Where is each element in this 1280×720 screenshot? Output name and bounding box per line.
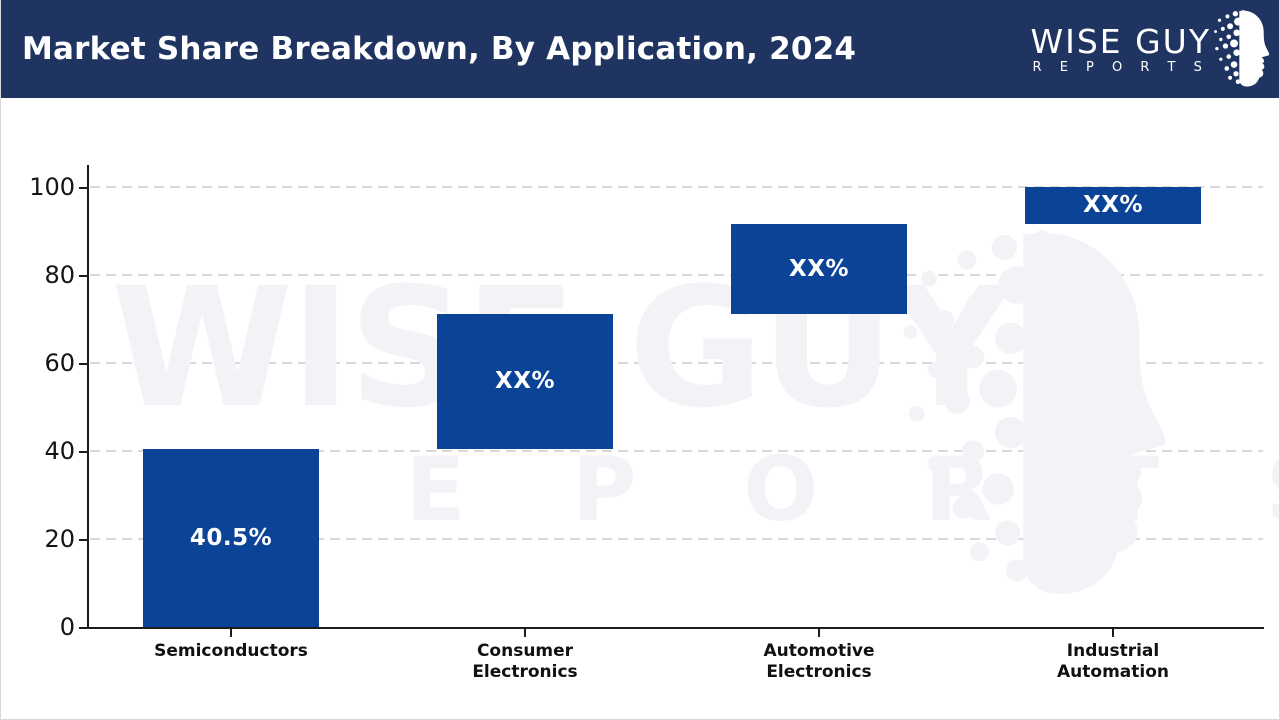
x-tick-label-line: Industrial	[1066, 641, 1160, 661]
y-tick-label: 60	[44, 348, 75, 377]
x-tick-label-line: Automation	[1057, 662, 1169, 682]
bar-semiconductors: 40.5%	[143, 448, 319, 627]
x-tick-mark	[1112, 629, 1114, 637]
x-tick-label: Consumer Electronics	[415, 641, 635, 683]
chart-title: Market Share Breakdown, By Application, …	[22, 31, 857, 67]
axis-layer: 0 20 40 60 80 100 Semiconductors Consumer Electr…	[1, 98, 1279, 719]
bar-industrial-automation: XX%	[1025, 186, 1201, 224]
brand-logo: WISE GUY R E P O R T S	[1030, 7, 1271, 93]
bar-value-label: XX%	[1082, 192, 1143, 219]
header-bar: Market Share Breakdown, By Application, …	[1, 0, 1279, 98]
x-tick-label: Semiconductors	[121, 641, 341, 662]
x-tick-label-line: Electronics	[766, 662, 872, 682]
bar-automotive-electronics: XX%	[731, 223, 907, 315]
x-tick-label: Industrial Automation	[1003, 641, 1223, 683]
y-tick-label: 80	[44, 260, 75, 289]
y-tick-label: 0	[59, 613, 75, 641]
x-tick-mark	[524, 629, 526, 637]
x-tick-label-line: Electronics	[472, 662, 578, 682]
brand-face-icon	[1205, 7, 1271, 93]
y-tick-mark	[79, 627, 87, 629]
y-tick-label: 100	[29, 172, 75, 201]
gridline	[90, 185, 1263, 188]
y-tick-mark	[79, 538, 87, 541]
bar-value-label: 40.5%	[189, 524, 273, 551]
gridline	[90, 273, 1263, 276]
brand-text: WISE GUY R E P O R T S	[1030, 21, 1211, 76]
bar-value-label: XX%	[494, 368, 555, 395]
bar-layer: 40.5% XX% XX% XX%	[1, 98, 1279, 719]
x-tick-label: Automotive Electronics	[709, 641, 929, 683]
y-tick-mark	[79, 186, 87, 189]
brand-reports-label: R E P O R T S	[1032, 60, 1209, 76]
y-tick-mark	[79, 274, 87, 277]
gridline	[90, 449, 1263, 452]
x-tick-label-line: Semiconductors	[154, 641, 308, 661]
y-axis-line	[87, 165, 89, 629]
x-tick-mark	[230, 629, 232, 637]
y-tick-mark	[79, 362, 87, 365]
x-tick-mark	[818, 629, 820, 637]
gridline	[90, 361, 1263, 364]
y-tick-label: 40	[44, 436, 75, 465]
bar-value-label: XX%	[788, 256, 849, 283]
gridline	[90, 537, 1263, 540]
brand-name: WISE GUY	[1030, 21, 1211, 61]
x-tick-label-line: Consumer	[476, 641, 574, 661]
x-tick-label-line: Automotive	[763, 641, 875, 661]
x-axis-line	[87, 627, 1264, 629]
gridline-layer	[1, 98, 1279, 719]
bar-consumer-electronics: XX%	[437, 314, 613, 449]
y-tick-mark	[79, 450, 87, 453]
y-tick-label: 20	[44, 524, 75, 553]
